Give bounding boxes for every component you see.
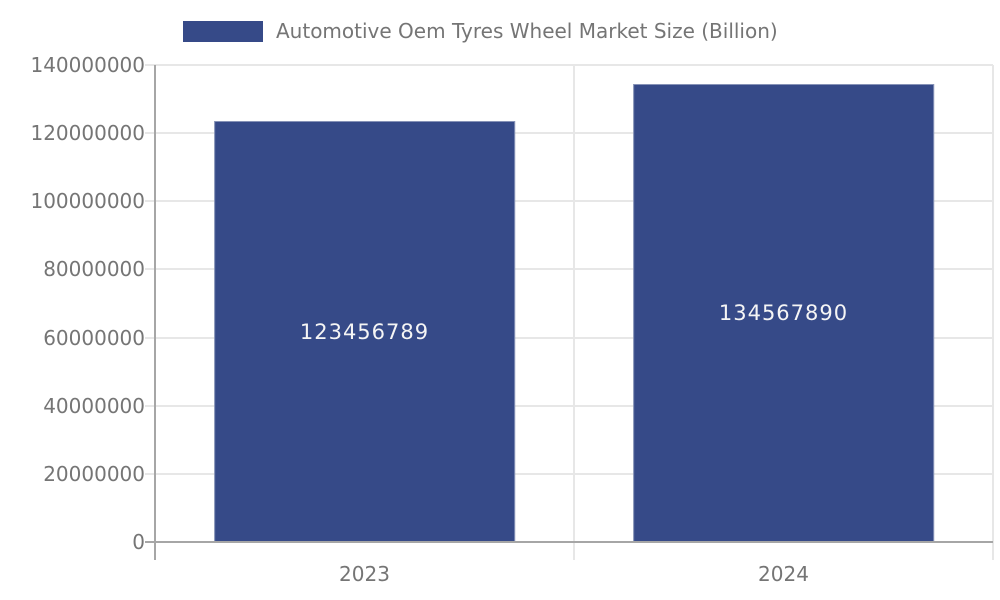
y-tick-label: 80000000 xyxy=(43,257,145,282)
x-gridline xyxy=(573,65,575,560)
y-tick-label: 60000000 xyxy=(43,325,145,350)
bar-value-label: 134567890 xyxy=(718,301,849,326)
x-tick-label: 2023 xyxy=(339,562,390,586)
bar-2024[interactable]: 134567890 xyxy=(632,83,935,542)
x-tick-label: 2024 xyxy=(758,562,809,586)
legend[interactable]: Automotive Oem Tyres Wheel Market Size (… xyxy=(183,19,778,43)
y-tick xyxy=(145,472,155,475)
bar-2023[interactable]: 123456789 xyxy=(213,121,516,542)
bar-value-label: 123456789 xyxy=(299,320,430,345)
x-axis-labels: 2023 2024 xyxy=(155,562,993,590)
y-tick xyxy=(145,336,155,339)
legend-label: Automotive Oem Tyres Wheel Market Size (… xyxy=(276,19,778,43)
y-tick xyxy=(145,64,155,66)
y-tick-label: 100000000 xyxy=(30,189,145,214)
y-tick-label: 120000000 xyxy=(30,121,145,146)
y-tick-label: 140000000 xyxy=(30,53,145,77)
y-axis-labels: 0 20000000 40000000 60000000 80000000 1000000… xyxy=(0,53,145,554)
y-axis-line xyxy=(154,65,156,560)
y-tick-label: 40000000 xyxy=(43,393,145,418)
y-tick-label: 0 xyxy=(132,530,145,554)
y-tick xyxy=(145,200,155,203)
y-tick xyxy=(145,268,155,271)
y-tick-label: 20000000 xyxy=(43,461,145,486)
x-gridline xyxy=(992,65,994,560)
y-tick xyxy=(145,132,155,135)
plot-area: 123456789 134567890 xyxy=(145,64,994,560)
x-axis-line xyxy=(145,541,993,543)
y-tick xyxy=(145,404,155,407)
legend-swatch xyxy=(183,20,263,42)
